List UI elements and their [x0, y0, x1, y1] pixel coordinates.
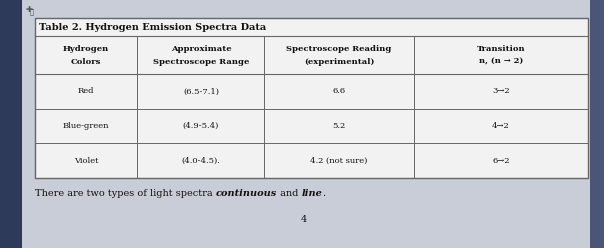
- Text: ⬞: ⬞: [30, 8, 34, 15]
- Text: line: line: [301, 188, 323, 197]
- Text: Spectroscope Reading: Spectroscope Reading: [286, 45, 392, 53]
- Text: Table 2. Hydrogen Emission Spectra Data: Table 2. Hydrogen Emission Spectra Data: [39, 23, 266, 31]
- Bar: [35, 18, 588, 178]
- Bar: [0, 0, 22, 248]
- Text: Red: Red: [78, 87, 94, 95]
- Text: 5.2: 5.2: [333, 122, 345, 130]
- Text: Violet: Violet: [74, 157, 98, 165]
- Text: (4.0-4.5).: (4.0-4.5).: [181, 157, 220, 165]
- Text: 4→2: 4→2: [492, 122, 510, 130]
- Text: n, (n → 2): n, (n → 2): [479, 58, 523, 66]
- Text: continuous: continuous: [216, 188, 277, 197]
- Text: (experimental): (experimental): [304, 58, 374, 66]
- Bar: [590, 0, 604, 248]
- Text: 3→2: 3→2: [492, 87, 510, 95]
- Text: .: .: [323, 188, 326, 197]
- Text: (4.9-5.4): (4.9-5.4): [183, 122, 219, 130]
- Text: There are two types of light spectra: There are two types of light spectra: [35, 188, 216, 197]
- Text: 4: 4: [301, 216, 307, 224]
- Text: 6→2: 6→2: [492, 157, 510, 165]
- Text: Colors: Colors: [71, 58, 101, 66]
- Text: 6.6: 6.6: [333, 87, 345, 95]
- Text: Spectroscope Range: Spectroscope Range: [153, 58, 249, 66]
- Text: (6.5-7.1): (6.5-7.1): [183, 87, 219, 95]
- Bar: [35, 18, 588, 178]
- Text: ✚: ✚: [25, 5, 33, 14]
- Text: Blue-green: Blue-green: [63, 122, 109, 130]
- Text: 4.2 (not sure): 4.2 (not sure): [310, 157, 368, 165]
- Text: and: and: [277, 188, 301, 197]
- Text: Approximate: Approximate: [170, 45, 231, 53]
- Text: Transition: Transition: [477, 45, 525, 53]
- Text: Hydrogen: Hydrogen: [63, 45, 109, 53]
